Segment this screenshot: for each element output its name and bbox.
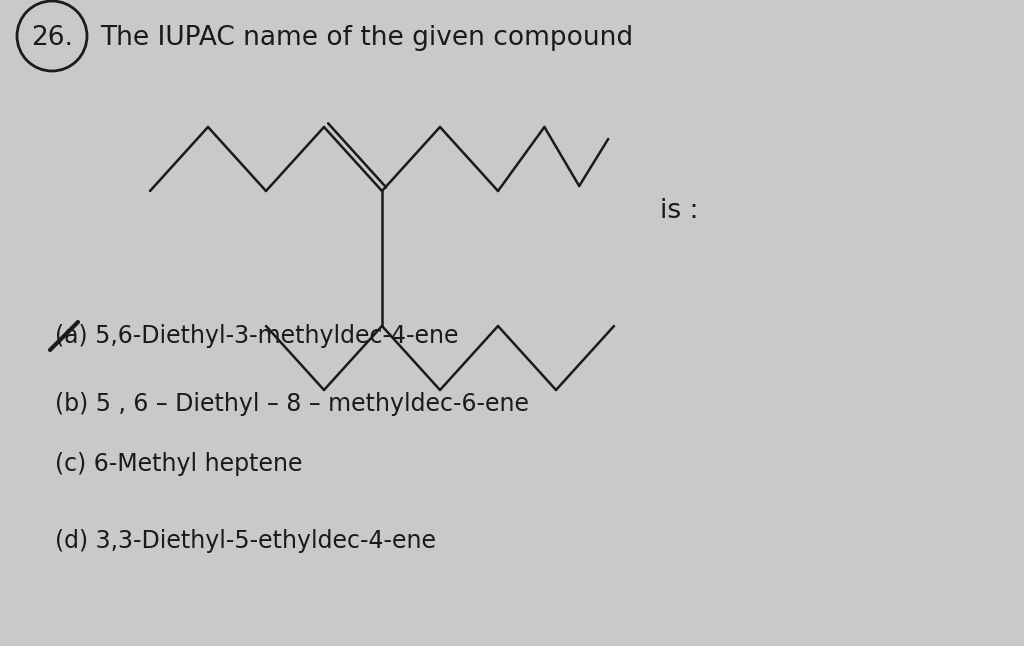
Text: is :: is : — [660, 198, 698, 224]
Text: (d) 3,3-Diethyl-5-ethyldec-4-ene: (d) 3,3-Diethyl-5-ethyldec-4-ene — [55, 529, 436, 553]
Text: The IUPAC name of the given compound: The IUPAC name of the given compound — [100, 25, 633, 51]
Text: (c) 6-Methyl heptene: (c) 6-Methyl heptene — [55, 452, 302, 476]
Text: (b) 5 , 6 – Diethyl – 8 – methyldec-6-ene: (b) 5 , 6 – Diethyl – 8 – methyldec-6-en… — [55, 392, 529, 416]
Text: (a) 5,6-Diethyl-3-methyldec-4-ene: (a) 5,6-Diethyl-3-methyldec-4-ene — [55, 324, 459, 348]
Text: 26.: 26. — [31, 25, 73, 51]
